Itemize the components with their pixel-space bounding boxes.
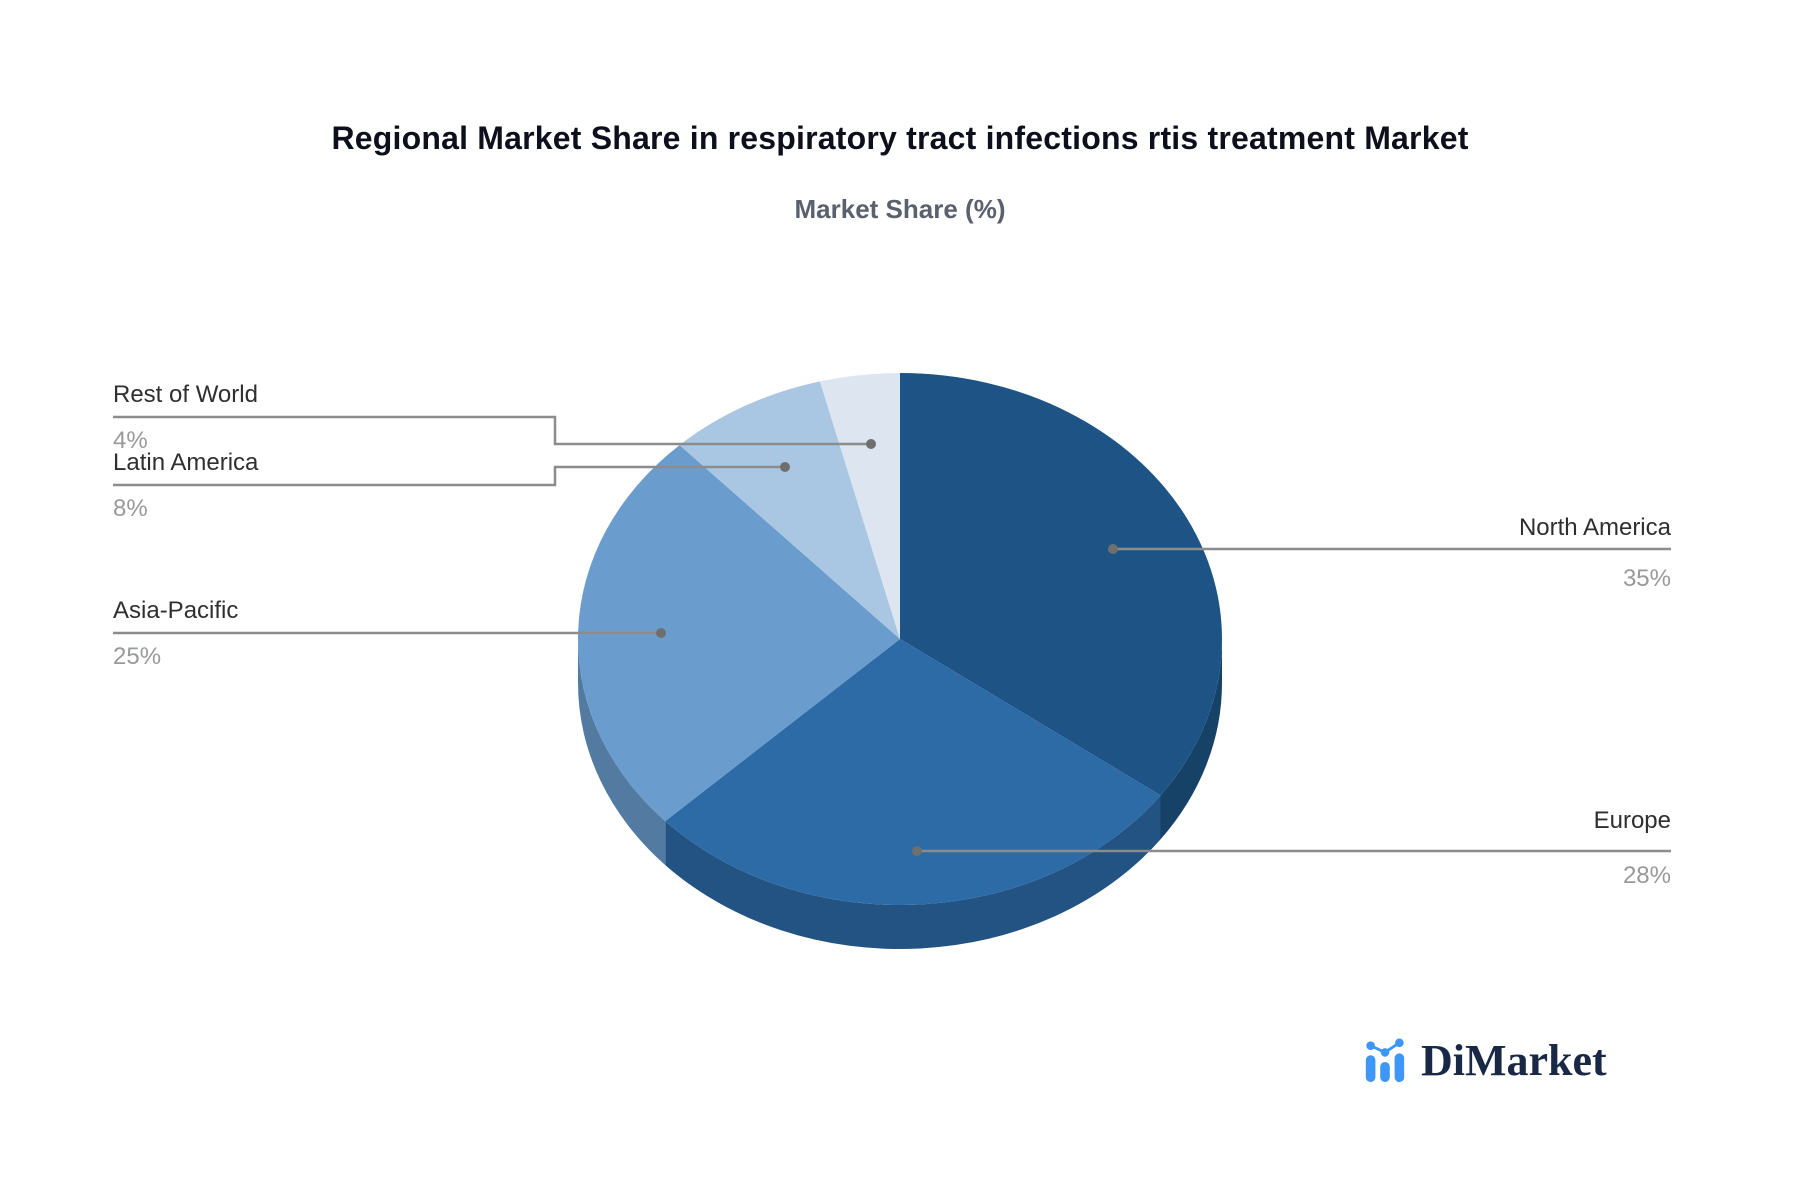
callout-label-asia-pacific: Asia-Pacific <box>113 597 239 624</box>
pie-slice-side-north-america <box>1160 639 1222 840</box>
pie-slice-latin-america <box>679 381 900 639</box>
pie-slice-side-asia-pacific <box>578 639 666 866</box>
leader-dot-north-america <box>1108 544 1118 554</box>
callout-value-rest-of-world: 4% <box>113 427 148 454</box>
callout-label-latin-america: Latin America <box>113 449 259 476</box>
chart-subtitle: Market Share (%) <box>794 194 1006 224</box>
leader-line-latin-america <box>113 465 785 487</box>
pie-slice-asia-pacific <box>577 445 900 822</box>
pie-slice-north-america <box>900 373 1222 796</box>
pie-slice-rest-of-world <box>819 373 900 639</box>
callout-label-north-america: North America <box>1518 514 1671 541</box>
leader-dot-latin-america <box>780 462 790 472</box>
callout-value-north-america: 35% <box>1622 565 1671 592</box>
pie-slice-side-europe <box>665 795 1161 949</box>
callout-value-latin-america: 8% <box>113 495 148 522</box>
leader-line-rest-of-world <box>113 415 871 446</box>
leader-dot-rest-of-world <box>866 439 876 449</box>
chart-title: Regional Market Share in respiratory tra… <box>331 120 1469 156</box>
pie-slice-europe <box>665 639 1161 906</box>
bar-line-chart-icon <box>1365 1038 1405 1083</box>
brand-logo: DiMarket <box>1362 1038 1607 1084</box>
callout-label-rest-of-world: Rest of World <box>113 381 258 408</box>
callout-value-asia-pacific: 25% <box>113 643 162 670</box>
callout-value-europe: 28% <box>1622 862 1671 889</box>
brand-name: DiMarket <box>1421 1036 1607 1085</box>
callout-label-europe: Europe <box>1593 807 1671 834</box>
leader-dot-europe <box>912 846 922 856</box>
leader-dot-asia-pacific <box>656 628 666 638</box>
